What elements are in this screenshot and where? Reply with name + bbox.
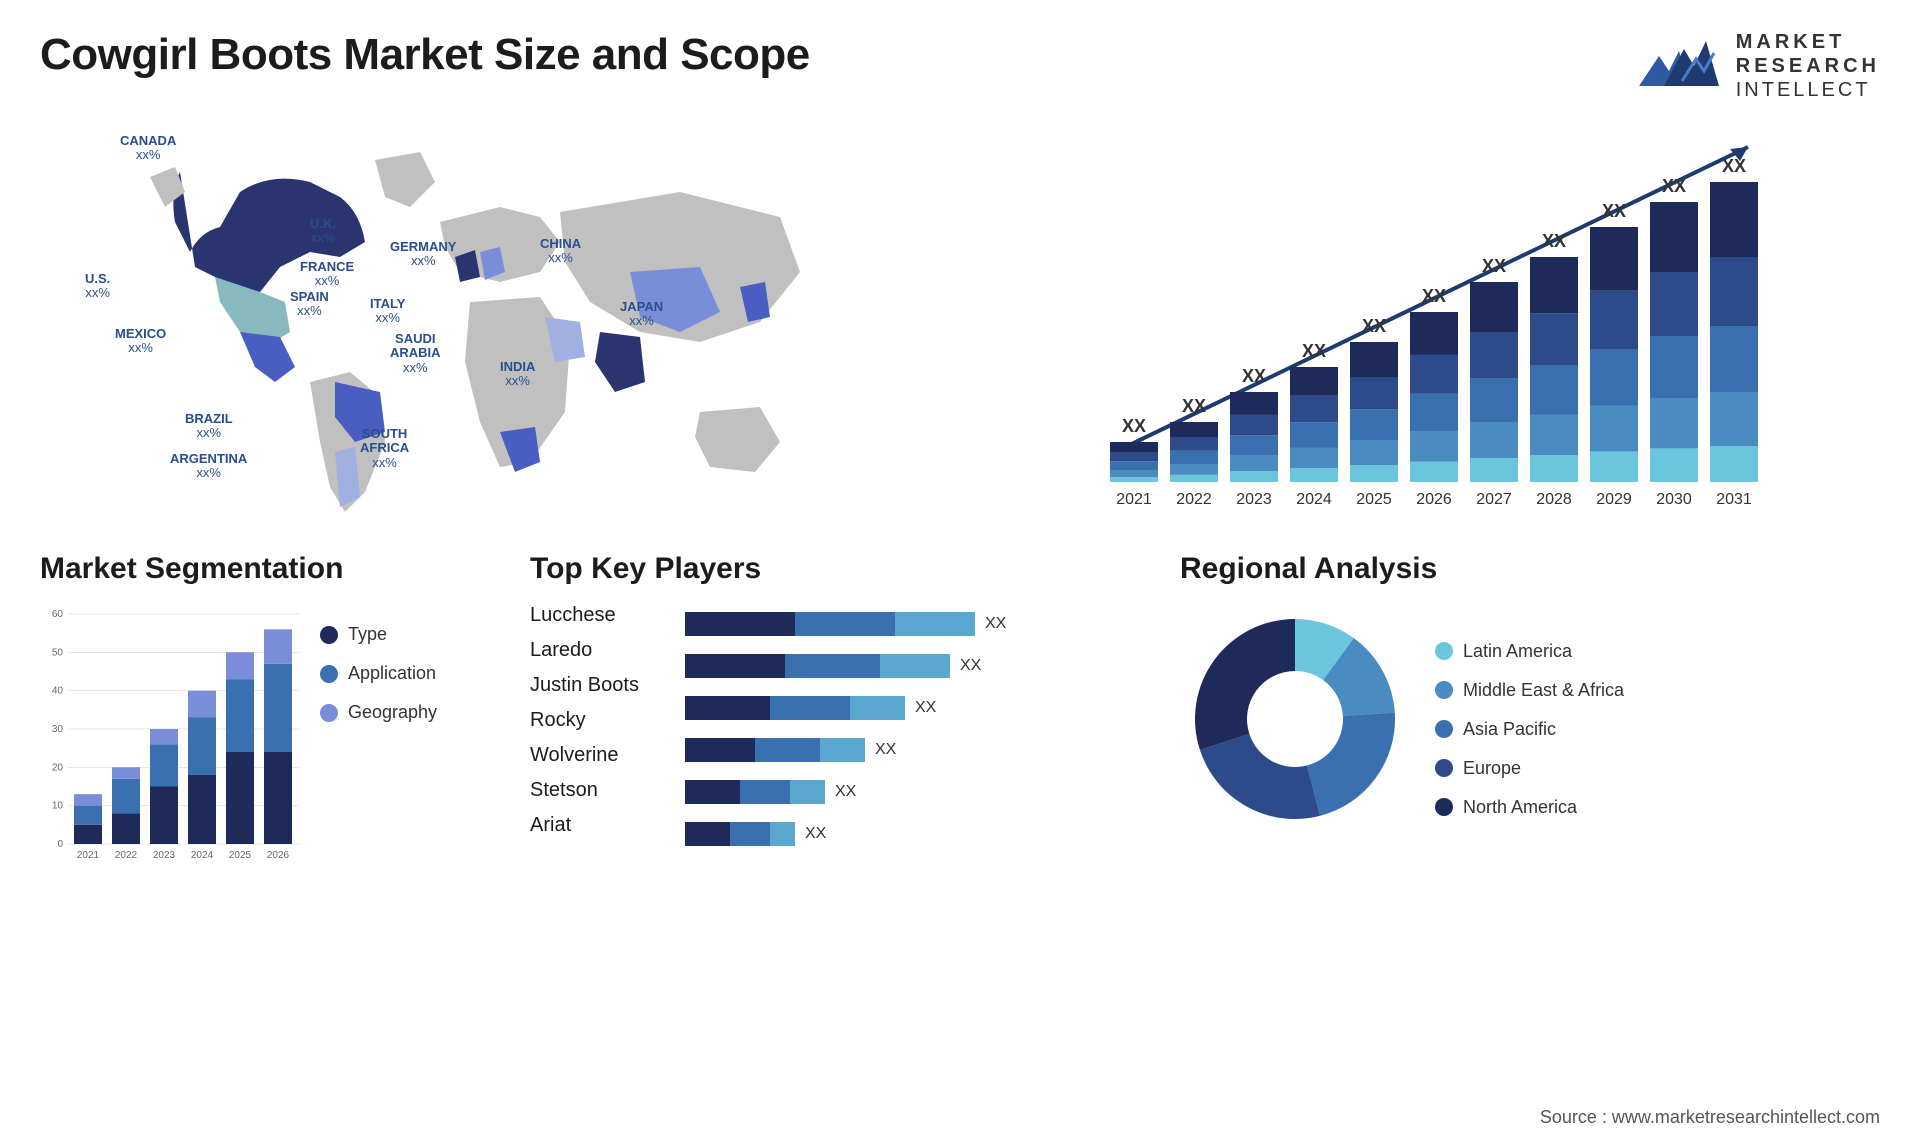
svg-text:2025: 2025 (1356, 491, 1392, 508)
map-label-india: INDIAxx% (500, 360, 535, 389)
svg-text:XX: XX (1182, 396, 1206, 416)
svg-text:0: 0 (57, 839, 63, 850)
regional-legend-item: Latin America (1435, 641, 1624, 662)
map-label-saudi-arabia: SAUDIARABIAxx% (390, 332, 441, 375)
map-label-japan: JAPANxx% (620, 300, 663, 329)
svg-text:2026: 2026 (267, 850, 290, 861)
svg-text:30: 30 (52, 724, 64, 735)
map-label-france: FRANCExx% (300, 260, 354, 289)
svg-text:60: 60 (52, 609, 64, 620)
svg-text:2024: 2024 (191, 850, 214, 861)
player-bar-row: XX (685, 778, 1150, 806)
svg-text:2024: 2024 (1296, 491, 1332, 508)
svg-text:XX: XX (1482, 256, 1506, 276)
logo-icon (1634, 31, 1724, 101)
player-name: Wolverine (530, 744, 670, 767)
logo-text: MARKET RESEARCH INTELLECT (1736, 30, 1880, 102)
svg-text:2028: 2028 (1536, 491, 1572, 508)
svg-text:2023: 2023 (1236, 491, 1272, 508)
growth-bar-chart: XX 2021 XX 2022 XX 2023 XX 2024 XX 2025 XX 2026 XX 20… (980, 122, 1880, 522)
segmentation-legend: Type Application Geography (320, 624, 437, 864)
regional-legend: Latin America Middle East & Africa Asia Pa… (1435, 641, 1624, 818)
svg-text:XX: XX (1122, 416, 1146, 436)
svg-text:50: 50 (52, 647, 64, 658)
svg-text:XX: XX (1662, 176, 1686, 196)
svg-text:2031: 2031 (1716, 491, 1752, 508)
svg-text:2023: 2023 (153, 850, 176, 861)
svg-text:2022: 2022 (115, 850, 138, 861)
regional-panel: Regional Analysis Latin America Middle Ea… (1180, 552, 1640, 864)
segmentation-title: Market Segmentation (40, 552, 500, 586)
player-bar-row: XX (685, 694, 1150, 722)
svg-text:XX: XX (1602, 201, 1626, 221)
regional-legend-item: Europe (1435, 758, 1624, 779)
map-label-china: CHINAxx% (540, 237, 581, 266)
segmentation-panel: Market Segmentation 0 10 20 30 40 50 60 2021 202… (40, 552, 500, 864)
regional-legend-item: North America (1435, 797, 1624, 818)
player-bar-row: XX (685, 610, 1150, 638)
map-label-mexico: MEXICOxx% (115, 327, 166, 356)
map-label-germany: GERMANYxx% (390, 240, 456, 269)
logo: MARKET RESEARCH INTELLECT (1634, 30, 1880, 102)
map-label-canada: CANADAxx% (120, 134, 176, 163)
player-name: Justin Boots (530, 674, 670, 697)
svg-text:2029: 2029 (1596, 491, 1632, 508)
svg-text:XX: XX (1362, 316, 1386, 336)
regional-donut (1180, 604, 1410, 834)
map-label-south-africa: SOUTHAFRICAxx% (360, 427, 409, 470)
player-name: Stetson (530, 779, 670, 802)
page-title: Cowgirl Boots Market Size and Scope (40, 30, 810, 80)
player-name: Ariat (530, 814, 670, 837)
player-bar-row: XX (685, 736, 1150, 764)
player-name: Laredo (530, 639, 670, 662)
player-bar-row: XX (685, 652, 1150, 680)
map-label-spain: SPAINxx% (290, 290, 329, 319)
seg-legend-geography: Geography (320, 702, 437, 723)
map-label-brazil: BRAZILxx% (185, 412, 233, 441)
seg-legend-application: Application (320, 663, 437, 684)
svg-text:10: 10 (52, 801, 64, 812)
world-map-section: CANADAxx% U.S.xx% MEXICOxx% BRAZILxx% ARGENT… (40, 122, 940, 522)
svg-text:40: 40 (52, 686, 64, 697)
svg-text:XX: XX (1542, 231, 1566, 251)
player-bar-row: XX (685, 820, 1150, 848)
svg-text:2021: 2021 (1116, 491, 1152, 508)
regional-legend-item: Asia Pacific (1435, 719, 1624, 740)
svg-text:20: 20 (52, 762, 64, 773)
map-label-argentina: ARGENTINAxx% (170, 452, 247, 481)
svg-text:2030: 2030 (1656, 491, 1692, 508)
map-label-italy: ITALYxx% (370, 297, 405, 326)
svg-text:XX: XX (1302, 341, 1326, 361)
bottom-row: Market Segmentation 0 10 20 30 40 50 60 2021 202… (40, 552, 1880, 864)
players-panel: Top Key Players Lucchese Laredo Justin Boo… (530, 552, 1150, 864)
players-title: Top Key Players (530, 552, 1150, 586)
top-row: CANADAxx% U.S.xx% MEXICOxx% BRAZILxx% ARGENT… (40, 122, 1880, 522)
regional-legend-item: Middle East & Africa (1435, 680, 1624, 701)
svg-text:2027: 2027 (1476, 491, 1512, 508)
player-name: Rocky (530, 709, 670, 732)
segmentation-chart: 0 10 20 30 40 50 60 2021 2022 2023 2024 2025 2026 (40, 604, 300, 864)
svg-text:2026: 2026 (1416, 491, 1452, 508)
svg-text:XX: XX (1242, 366, 1266, 386)
svg-text:2021: 2021 (77, 850, 100, 861)
header: Cowgirl Boots Market Size and Scope MARK… (40, 30, 1880, 102)
map-label-u.s.: U.S.xx% (85, 272, 110, 301)
map-label-u.k.: U.K.xx% (310, 217, 336, 246)
svg-text:XX: XX (1722, 156, 1746, 176)
regional-title: Regional Analysis (1180, 552, 1640, 586)
seg-legend-type: Type (320, 624, 437, 645)
svg-text:XX: XX (1422, 286, 1446, 306)
players-list: Lucchese Laredo Justin Boots Rocky Wolverine… (530, 604, 670, 848)
player-name: Lucchese (530, 604, 670, 627)
source-text: Source : www.marketresearchintellect.com (1540, 1107, 1880, 1128)
players-bars: XX XX XX XX XX XX (685, 610, 1150, 848)
svg-text:2025: 2025 (229, 850, 252, 861)
svg-text:2022: 2022 (1176, 491, 1212, 508)
